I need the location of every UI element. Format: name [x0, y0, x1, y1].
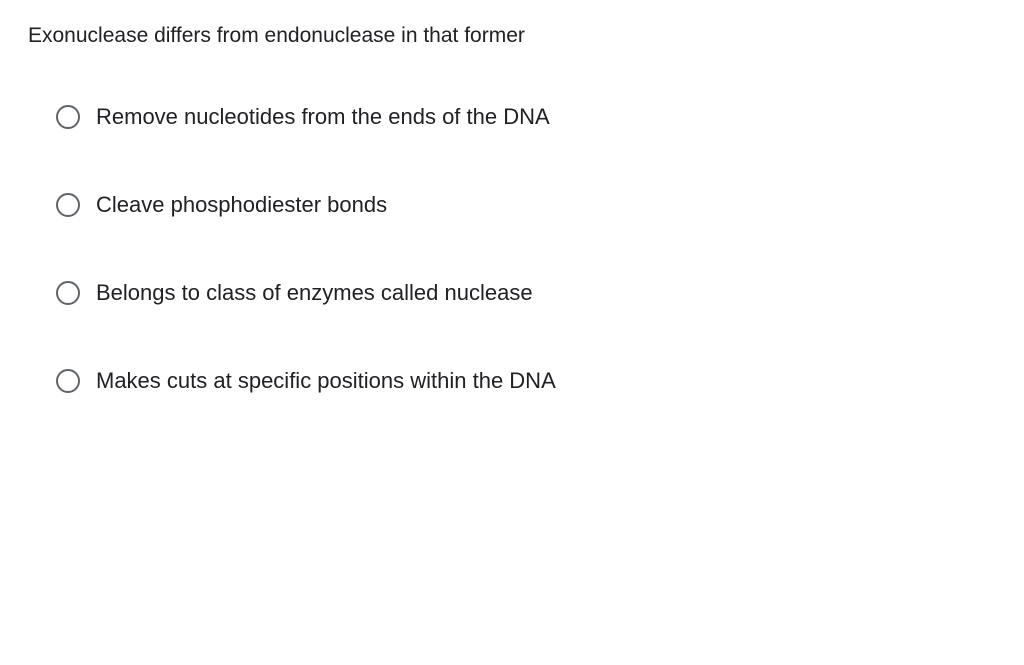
option-2-label: Cleave phosphodiester bonds	[96, 192, 387, 218]
radio-1[interactable]	[56, 105, 80, 129]
radio-4[interactable]	[56, 369, 80, 393]
option-1-label: Remove nucleotides from the ends of the …	[96, 104, 550, 130]
radio-3[interactable]	[56, 281, 80, 305]
option-1[interactable]: Remove nucleotides from the ends of the …	[56, 104, 996, 130]
option-4-label: Makes cuts at specific positions within …	[96, 368, 556, 394]
radio-2[interactable]	[56, 193, 80, 217]
option-2[interactable]: Cleave phosphodiester bonds	[56, 192, 996, 218]
option-3[interactable]: Belongs to class of enzymes called nucle…	[56, 280, 996, 306]
option-4[interactable]: Makes cuts at specific positions within …	[56, 368, 996, 394]
options-group: Remove nucleotides from the ends of the …	[28, 104, 996, 394]
question-text: Exonuclease differs from endonuclease in…	[28, 24, 996, 48]
option-3-label: Belongs to class of enzymes called nucle…	[96, 280, 533, 306]
